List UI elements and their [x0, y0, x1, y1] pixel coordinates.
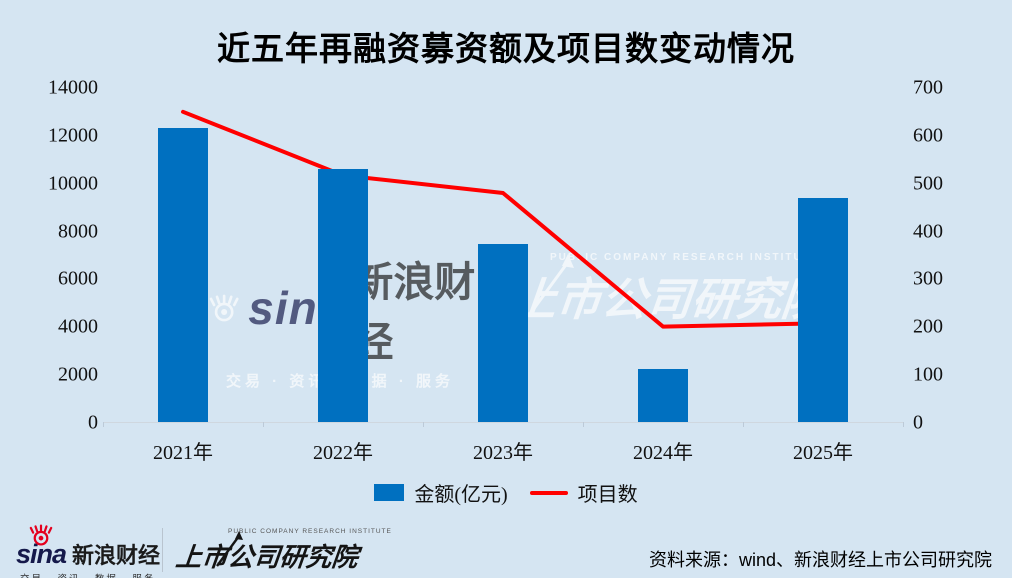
- pcri-arrow-icon: [216, 531, 243, 567]
- pcri-english-name: PUBLIC COMPANY RESEARCH INSTITUTE: [228, 528, 392, 535]
- y-axis-left: 14000 12000 10000 8000 6000 4000 2000 0: [8, 77, 98, 434]
- y-left-tick-8000: 8000: [58, 220, 98, 243]
- sina-tagline: 交易 · 资讯 · 数据 · 服务: [20, 571, 160, 578]
- source-text: 资料来源：wind、新浪财经上市公司研究院: [648, 550, 992, 570]
- y-left-tick-12000: 12000: [48, 124, 98, 147]
- sina-watermark-name: 新浪财经: [352, 259, 476, 365]
- footer-divider: [162, 528, 163, 572]
- x-axis-tickmark: [103, 422, 104, 427]
- x-label-2021年: 2021年: [153, 442, 213, 464]
- x-label-2025年: 2025年: [793, 442, 853, 464]
- y-left-tick-10000: 10000: [48, 172, 98, 195]
- x-axis-tickmark: [743, 422, 744, 427]
- bar-2025年: [798, 197, 848, 422]
- y-right-tick-600: 600: [913, 124, 943, 147]
- y-right-tick-200: 200: [913, 315, 943, 338]
- pcri-name: 上市公司研究院: [174, 542, 360, 572]
- bar-2023年: [478, 243, 528, 422]
- y-left-tick-6000: 6000: [58, 267, 98, 290]
- sina-eye-watermark-icon: [209, 294, 239, 322]
- legend-bar-label: 金额(亿元): [414, 484, 508, 506]
- bar-2022年: [318, 168, 368, 422]
- pcri-watermark: PUBLIC COMPANY RESEARCH INSTITUTE 上市公司研究…: [509, 252, 852, 328]
- y-right-tick-300: 300: [913, 267, 943, 290]
- x-label-2024年: 2024年: [633, 442, 693, 464]
- line-series: [181, 109, 825, 329]
- y-right-tick-100: 100: [913, 363, 943, 386]
- y-left-tick-0: 0: [88, 411, 98, 434]
- plot-area: [103, 88, 904, 427]
- x-axis-tickmark: [583, 422, 584, 427]
- x-label-2023年: 2023年: [473, 442, 533, 464]
- pcri-watermark-arrow-icon: [528, 254, 574, 315]
- y-left-tick-4000: 4000: [58, 315, 98, 338]
- x-axis-tickmark: [903, 422, 904, 427]
- legend-line-swatch: [529, 490, 568, 495]
- y-axis-right: 700 600 500 400 300 200 100 0: [913, 77, 1003, 434]
- bar-2021年: [158, 127, 208, 422]
- y-left-tick-2000: 2000: [58, 363, 98, 386]
- footer: sina 新浪财经 交易 · 资讯 · 数据 · 服务 PUBLIC COMPA…: [0, 520, 1012, 578]
- sina-eye-icon: [29, 524, 53, 546]
- y-left-tick-14000: 14000: [48, 76, 98, 99]
- x-label-2022年: 2022年: [313, 442, 373, 464]
- y-right-tick-500: 500: [913, 172, 943, 195]
- y-right-tick-0: 0: [913, 411, 923, 434]
- pcri-watermark-english: PUBLIC COMPANY RESEARCH INSTITUTE: [550, 252, 820, 263]
- y-right-tick-700: 700: [913, 76, 943, 99]
- pcri-logo: PUBLIC COMPANY RESEARCH INSTITUTE 上市公司研究…: [174, 528, 392, 574]
- legend-bar-swatch: [374, 484, 405, 501]
- x-axis-labels: 2021年 2022年 2023年 2024年 2025年: [103, 436, 903, 464]
- sina-finance-logo: sina 新浪财经 交易 · 资讯 · 数据 · 服务: [16, 524, 161, 578]
- x-axis-tickmark: [423, 422, 424, 427]
- chart-legend: 金额(亿元) 项目数: [0, 478, 1012, 507]
- x-axis-tickmark: [263, 422, 264, 427]
- chart-title: 近五年再融资募资额及项目数变动情况: [217, 30, 795, 67]
- sina-finance-name: 新浪财经: [72, 543, 161, 568]
- legend-line-label: 项目数: [577, 484, 638, 506]
- y-right-tick-400: 400: [913, 220, 943, 243]
- bar-2024年: [638, 369, 688, 422]
